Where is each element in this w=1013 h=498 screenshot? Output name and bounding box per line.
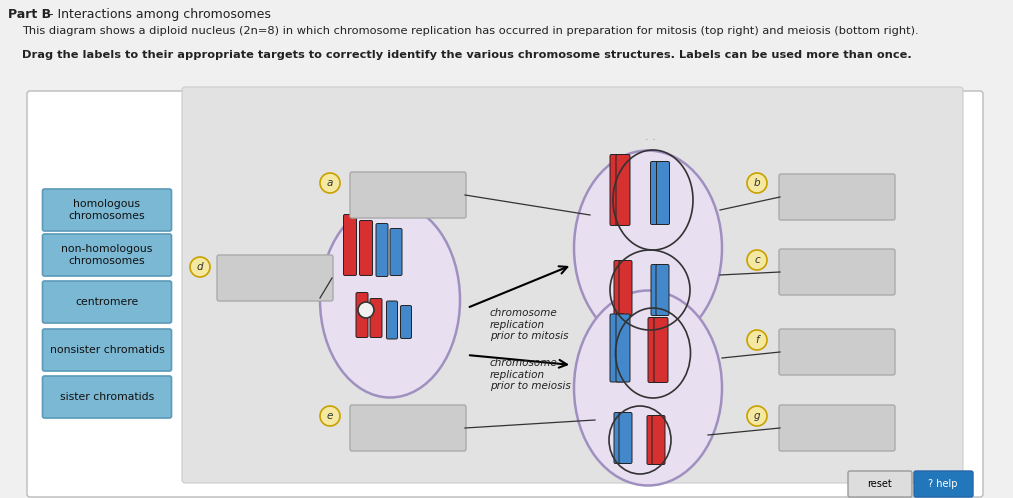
Circle shape (747, 173, 767, 193)
Text: nonsister chromatids: nonsister chromatids (50, 345, 164, 355)
FancyBboxPatch shape (779, 249, 895, 295)
Text: This diagram shows a diploid nucleus (2n=8) in which chromosome replication has : This diagram shows a diploid nucleus (2n… (22, 26, 919, 36)
Text: sister chromatids: sister chromatids (60, 392, 154, 402)
FancyBboxPatch shape (619, 412, 632, 464)
FancyBboxPatch shape (43, 189, 171, 231)
Text: d: d (197, 262, 204, 272)
FancyBboxPatch shape (614, 260, 627, 316)
Text: c: c (754, 255, 760, 265)
Text: f: f (755, 335, 759, 345)
FancyBboxPatch shape (350, 405, 466, 451)
FancyBboxPatch shape (356, 292, 368, 338)
Text: homologous
chromosomes: homologous chromosomes (69, 199, 145, 221)
FancyBboxPatch shape (43, 376, 171, 418)
FancyBboxPatch shape (779, 329, 895, 375)
FancyBboxPatch shape (400, 305, 411, 339)
Text: b: b (754, 178, 761, 188)
FancyBboxPatch shape (182, 87, 963, 483)
FancyBboxPatch shape (650, 161, 664, 225)
FancyBboxPatch shape (779, 174, 895, 220)
Text: e: e (327, 411, 333, 421)
FancyBboxPatch shape (360, 221, 373, 275)
FancyBboxPatch shape (619, 260, 632, 316)
FancyBboxPatch shape (616, 154, 630, 226)
Circle shape (747, 250, 767, 270)
FancyBboxPatch shape (654, 318, 668, 382)
Circle shape (747, 330, 767, 350)
Text: g: g (754, 411, 761, 421)
Text: . .: . . (644, 132, 655, 142)
FancyBboxPatch shape (651, 264, 664, 316)
FancyBboxPatch shape (43, 329, 171, 371)
Circle shape (190, 257, 210, 277)
Ellipse shape (574, 290, 722, 486)
Text: Part B: Part B (8, 8, 51, 21)
FancyBboxPatch shape (647, 415, 660, 465)
Text: - Interactions among chromosomes: - Interactions among chromosomes (45, 8, 270, 21)
FancyBboxPatch shape (343, 215, 357, 275)
FancyBboxPatch shape (648, 318, 663, 382)
Text: chromosome
replication
prior to meiosis: chromosome replication prior to meiosis (490, 358, 570, 391)
FancyBboxPatch shape (652, 415, 665, 465)
FancyBboxPatch shape (614, 412, 627, 464)
Text: Drag the labels to their appropriate targets to correctly identify the various c: Drag the labels to their appropriate tar… (22, 50, 912, 60)
FancyBboxPatch shape (387, 301, 397, 339)
Ellipse shape (574, 150, 722, 346)
FancyBboxPatch shape (656, 161, 670, 225)
Text: chromosome
replication
prior to mitosis: chromosome replication prior to mitosis (490, 308, 568, 341)
FancyBboxPatch shape (217, 255, 333, 301)
FancyBboxPatch shape (610, 314, 624, 382)
FancyBboxPatch shape (376, 224, 388, 276)
FancyBboxPatch shape (370, 298, 382, 338)
Text: non-homologous
chromosomes: non-homologous chromosomes (62, 244, 153, 266)
Text: a: a (327, 178, 333, 188)
FancyBboxPatch shape (390, 229, 402, 275)
Circle shape (358, 302, 374, 318)
FancyBboxPatch shape (610, 154, 624, 226)
Text: centromere: centromere (75, 297, 139, 307)
Circle shape (747, 406, 767, 426)
FancyBboxPatch shape (656, 264, 669, 316)
Text: reset: reset (867, 479, 892, 489)
FancyBboxPatch shape (779, 405, 895, 451)
FancyBboxPatch shape (43, 281, 171, 323)
FancyBboxPatch shape (43, 234, 171, 276)
Ellipse shape (320, 203, 460, 397)
FancyBboxPatch shape (914, 471, 973, 497)
FancyBboxPatch shape (616, 314, 630, 382)
FancyBboxPatch shape (350, 172, 466, 218)
FancyBboxPatch shape (27, 91, 983, 497)
FancyBboxPatch shape (848, 471, 912, 497)
Circle shape (320, 173, 340, 193)
Text: ? help: ? help (928, 479, 957, 489)
Circle shape (320, 406, 340, 426)
